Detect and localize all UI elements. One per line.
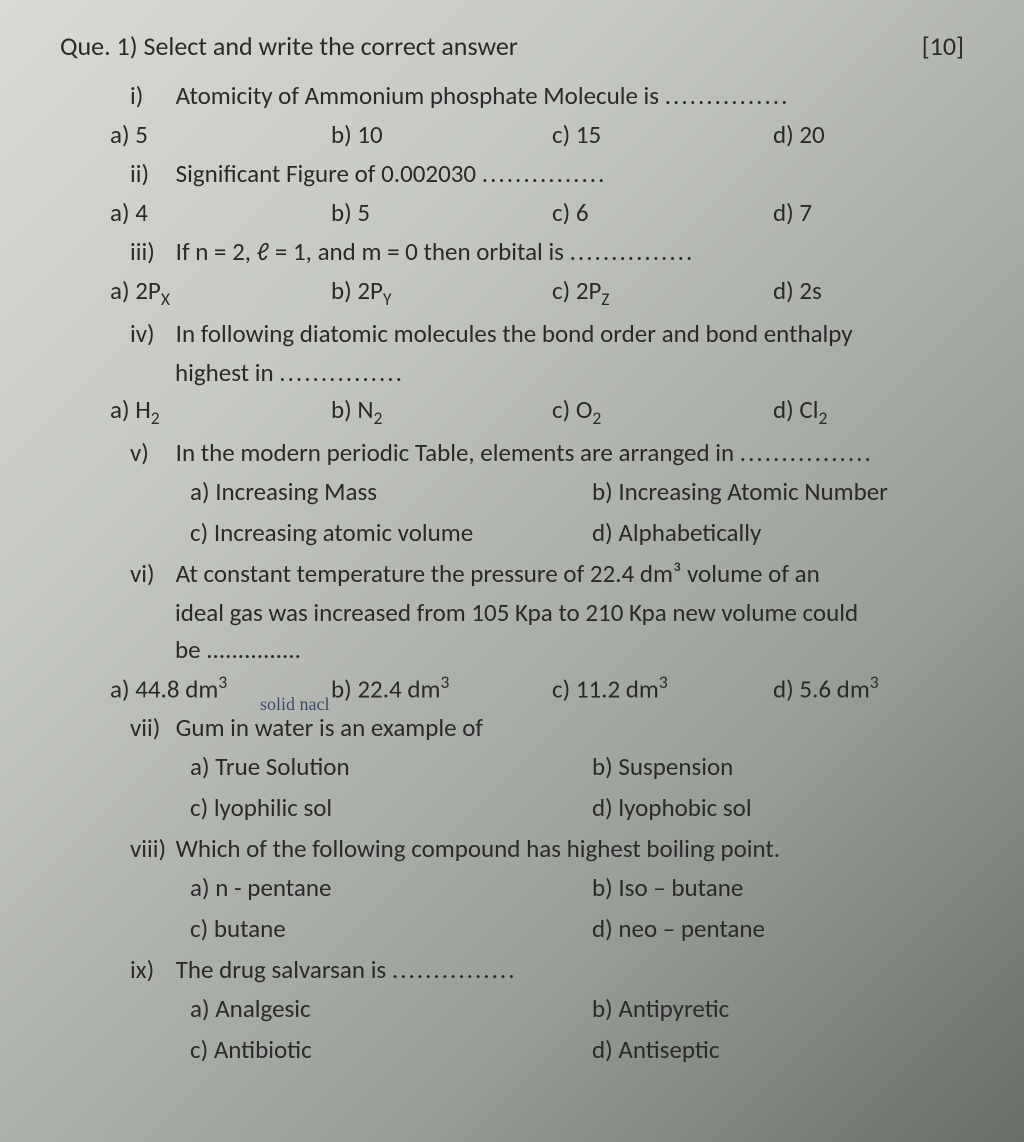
question-text-ii: Significant Figure of 0.002030 — [176, 158, 476, 189]
question-title: Que. 1) Select and write the correct ans… — [60, 30, 518, 62]
roman-vii: vii) — [130, 712, 170, 743]
option-i-a: a) 5 — [110, 119, 331, 150]
question-header: Que. 1) Select and write the correct ans… — [60, 30, 994, 62]
option-ii-b: b) 5 — [331, 197, 552, 228]
options-iii: a) 2PX b) 2PY c) 2PZ d) 2s — [110, 275, 994, 310]
option-ii-a: a) 4 — [110, 197, 331, 228]
sub-question-i: i) Atomicity of Ammonium phosphate Molec… — [130, 80, 994, 111]
option-ix-b: b) Antipyretic — [592, 993, 994, 1024]
roman-i: i) — [130, 80, 170, 111]
sub-question-vii: vii) Gum in water is an example of solid… — [130, 712, 994, 743]
que-prefix: Que. — [60, 30, 111, 62]
roman-iii: iii) — [130, 236, 170, 267]
handwritten-annotation: solid nacl — [260, 694, 330, 715]
roman-ii: ii) — [130, 158, 170, 189]
option-v-a: a) Increasing Mass — [190, 476, 592, 507]
option-i-d: d) 20 — [773, 119, 994, 150]
option-iv-c: c) O2 — [552, 394, 773, 429]
options-ii: a) 4 b) 5 c) 6 d) 7 — [110, 197, 994, 228]
option-viii-c: c) butane — [190, 913, 592, 944]
sub-question-v: v) In the modern periodic Table, element… — [130, 437, 994, 468]
question-number: 1) — [117, 30, 138, 62]
option-i-c: c) 15 — [552, 119, 773, 150]
option-vi-b: b) 22.4 dm3 — [331, 671, 552, 704]
dots: ................ — [740, 437, 873, 468]
question-text-ix: The drug salvarsan is — [176, 954, 387, 985]
roman-iv: iv) — [130, 318, 170, 349]
option-iii-b: b) 2PY — [331, 275, 552, 310]
options-iv: a) H2 b) N2 c) O2 d) Cl2 — [110, 394, 994, 429]
option-i-b: b) 10 — [331, 119, 552, 150]
roman-vi: vi) — [130, 558, 170, 589]
question-text-i: Atomicity of Ammonium phosphate Molecule… — [176, 80, 659, 111]
dots: ............... — [482, 158, 607, 189]
option-viii-d: d) neo – pentane — [592, 913, 994, 944]
option-ii-d: d) 7 — [773, 197, 994, 228]
question-text-vi: At constant temperature the pressure of … — [176, 558, 820, 589]
option-iii-c: c) 2PZ — [552, 275, 773, 310]
dots: ............... — [279, 357, 404, 388]
question-text-iii: If n = 2, ℓ = 1, and m = 0 then orbital … — [176, 236, 564, 267]
option-vii-c: c) lyophilic sol — [190, 792, 592, 823]
option-viii-a: a) n - pentane — [190, 872, 592, 903]
option-ii-c: c) 6 — [552, 197, 773, 228]
continuation-iv: highest in ............... — [175, 357, 994, 388]
sub-question-iii: iii) If n = 2, ℓ = 1, and m = 0 then orb… — [130, 236, 994, 267]
marks-label: [10] — [922, 30, 994, 62]
options-vi: a) 44.8 dm3 b) 22.4 dm3 c) 11.2 dm3 d) 5… — [110, 671, 994, 704]
option-ix-a: a) Analgesic — [190, 993, 592, 1024]
question-text-iv: In following diatomic molecules the bond… — [176, 318, 853, 349]
options-viii: a) n - pentane b) Iso – butane c) butane… — [190, 872, 994, 944]
option-vii-d: d) lyophobic sol — [592, 792, 994, 823]
options-vii: a) True Solution b) Suspension c) lyophi… — [190, 751, 994, 823]
option-vi-d: d) 5.6 dm3 — [773, 671, 994, 704]
roman-v: v) — [130, 437, 170, 468]
option-v-c: c) Increasing atomic volume — [190, 517, 592, 548]
roman-ix: ix) — [130, 954, 170, 985]
option-iii-d: d) 2s — [773, 275, 994, 310]
dots: ............... — [392, 954, 517, 985]
continuation-vi-2: be ............... — [175, 634, 994, 665]
option-vi-c: c) 11.2 dm3 — [552, 671, 773, 704]
sub-question-vi: vi) At constant temperature the pressure… — [130, 558, 994, 589]
option-ix-d: d) Antiseptic — [592, 1034, 994, 1065]
question-text-vii: Gum in water is an example of — [176, 712, 483, 743]
option-iv-d: d) Cl2 — [773, 394, 994, 429]
option-iv-b: b) N2 — [331, 394, 552, 429]
option-vii-a: a) True Solution — [190, 751, 592, 782]
dots: ............... — [570, 236, 695, 267]
options-v: a) Increasing Mass b) Increasing Atomic … — [190, 476, 994, 548]
option-viii-b: b) Iso – butane — [592, 872, 994, 903]
option-v-b: b) Increasing Atomic Number — [592, 476, 994, 507]
roman-viii: viii) — [130, 833, 170, 864]
dots: ............... — [665, 80, 790, 111]
question-text: Select and write the correct answer — [144, 30, 518, 62]
option-vii-b: b) Suspension — [592, 751, 994, 782]
sub-question-ii: ii) Significant Figure of 0.002030 .....… — [130, 158, 994, 189]
option-v-d: d) Alphabetically — [592, 517, 994, 548]
sub-question-viii: viii) Which of the following compound ha… — [130, 833, 994, 864]
exam-paper: Que. 1) Select and write the correct ans… — [0, 0, 1024, 1105]
option-iv-a: a) H2 — [110, 394, 331, 429]
sub-question-ix: ix) The drug salvarsan is ..............… — [130, 954, 994, 985]
options-ix: a) Analgesic b) Antipyretic c) Antibioti… — [190, 993, 994, 1065]
option-ix-c: c) Antibiotic — [190, 1034, 592, 1065]
continuation-vi-1: ideal gas was increased from 105 Kpa to … — [175, 597, 994, 628]
options-i: a) 5 b) 10 c) 15 d) 20 — [110, 119, 994, 150]
sub-question-iv: iv) In following diatomic molecules the … — [130, 318, 994, 349]
question-text-viii: Which of the following compound has high… — [176, 833, 780, 864]
question-text-v: In the modern periodic Table, elements a… — [176, 437, 734, 468]
option-iii-a: a) 2PX — [110, 275, 331, 310]
